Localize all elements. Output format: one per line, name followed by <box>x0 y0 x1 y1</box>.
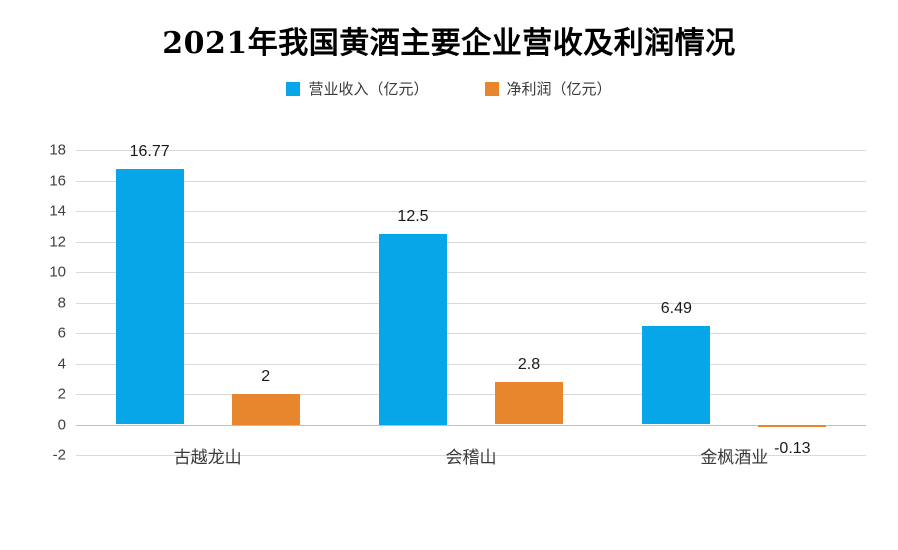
gridline <box>76 241 866 243</box>
bar-value-label: -0.13 <box>774 440 811 458</box>
gridline <box>76 455 866 456</box>
bar <box>231 394 300 425</box>
y-tick-label: 14 <box>49 202 66 220</box>
y-tick-label: 16 <box>49 172 66 189</box>
legend-label-profit: 净利润（亿元） <box>506 81 612 98</box>
bar <box>379 233 447 425</box>
bar <box>495 381 563 425</box>
gridline <box>76 424 866 426</box>
bar-value-label: 12.5 <box>397 207 429 225</box>
y-tick-label: 4 <box>57 355 66 372</box>
gridline <box>76 363 866 365</box>
chart-legend: 营业收入（亿元） 净利润（亿元） <box>0 78 898 99</box>
legend-item-revenue: 营业收入（亿元） <box>286 78 429 99</box>
page-title: 2021年我国黄酒主要企业营收及利润情况 <box>162 26 736 61</box>
bar <box>642 325 711 425</box>
x-category-label: 会稽山 <box>445 447 497 467</box>
y-tick-label: 2 <box>57 385 66 403</box>
x-category-label: 金枫酒业 <box>700 447 769 467</box>
y-tick-label: 18 <box>49 141 66 159</box>
y-tick-label: 0 <box>57 416 66 433</box>
gridline <box>76 302 866 304</box>
plot-area: -2 0 2 4 6 8 10 12 14 16 18 16.77 2 12.5 2.8 6.49 -0.13… <box>49 142 866 467</box>
legend-item-profit: 净利润（亿元） <box>484 78 612 99</box>
gridline <box>76 211 866 212</box>
legend-swatch-profit <box>484 81 499 96</box>
y-tick-label: -2 <box>52 446 66 464</box>
bar-value-label: 6.49 <box>660 299 692 317</box>
gridline <box>76 333 866 334</box>
legend-swatch-revenue <box>286 81 301 96</box>
y-tick-label: 12 <box>49 233 66 250</box>
legend-label-revenue: 营业收入（亿元） <box>308 81 429 98</box>
bar-value-label: 2 <box>261 368 271 385</box>
bar <box>758 424 827 427</box>
gridline <box>76 272 866 273</box>
y-tick-label: 6 <box>57 324 66 342</box>
bar <box>115 168 184 425</box>
gridline <box>76 150 866 151</box>
gridline <box>76 180 866 182</box>
y-tick-label: 10 <box>49 263 66 281</box>
gridline <box>76 394 866 395</box>
bar-value-label: 2.8 <box>517 355 541 373</box>
bar-value-label: 16.77 <box>129 142 170 160</box>
x-category-label: 古越龙山 <box>173 447 242 467</box>
y-tick-label: 8 <box>57 294 66 311</box>
